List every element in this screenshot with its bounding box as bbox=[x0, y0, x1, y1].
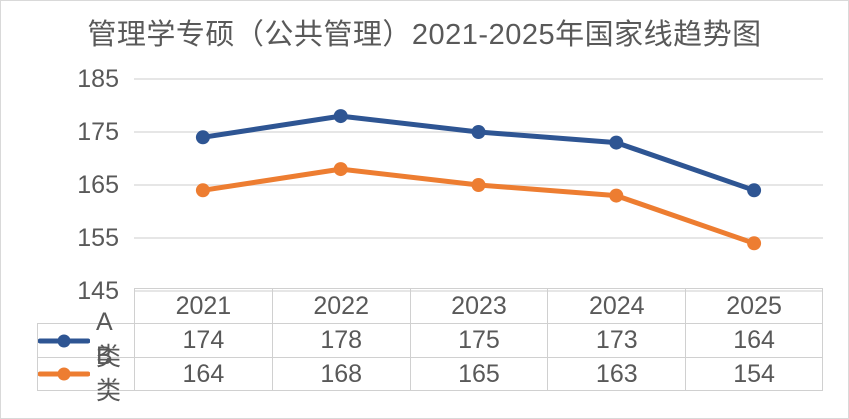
chart-title: 管理学专硕（公共管理）2021-2025年国家线趋势图 bbox=[87, 19, 762, 51]
table-value-cell: 178 bbox=[271, 323, 410, 357]
y-axis-tick-label: 165 bbox=[77, 171, 119, 199]
table-value-cell: 174 bbox=[134, 323, 272, 357]
table-header-cell: 2024 bbox=[547, 288, 686, 323]
table-header-cell: 2025 bbox=[685, 288, 823, 323]
table-value-cell: 165 bbox=[409, 357, 548, 391]
y-axis-tick-label: 175 bbox=[77, 118, 119, 146]
table-value-cell: 164 bbox=[685, 323, 823, 357]
data-point-marker bbox=[195, 130, 210, 145]
data-point-marker bbox=[471, 125, 486, 139]
table-header-cell: 2023 bbox=[409, 288, 548, 323]
data-point-marker bbox=[747, 183, 762, 198]
data-point-marker bbox=[747, 236, 762, 251]
y-axis-tick-label: 145 bbox=[77, 277, 119, 305]
table-value-cell: 175 bbox=[409, 323, 548, 357]
y-axis-tick-label: 155 bbox=[77, 224, 119, 252]
data-point-marker bbox=[609, 188, 624, 203]
data-point-marker bbox=[195, 183, 210, 198]
table-value-cell: 168 bbox=[271, 357, 410, 391]
data-point-marker bbox=[333, 109, 348, 124]
y-axis-tick-label: 185 bbox=[77, 65, 119, 93]
legend-key-marker bbox=[57, 334, 71, 347]
legend-key-icon bbox=[38, 334, 90, 347]
data-point-marker bbox=[471, 178, 486, 192]
data-point-marker bbox=[609, 135, 624, 150]
table-header-cell: 2022 bbox=[271, 288, 410, 323]
table-value-cell: 163 bbox=[547, 357, 686, 391]
legend-label: B类 bbox=[96, 341, 122, 405]
legend-item: A类 bbox=[37, 308, 134, 371]
legend-key-marker bbox=[57, 367, 71, 381]
table-header-cell: 2021 bbox=[134, 288, 272, 323]
table-value-cell: 154 bbox=[685, 357, 823, 391]
legend-key-icon bbox=[38, 367, 90, 381]
table-value-cell: 173 bbox=[547, 323, 686, 357]
legend-item: B类 bbox=[37, 342, 134, 405]
table-value-cell: 164 bbox=[134, 357, 272, 391]
data-point-marker bbox=[333, 162, 348, 177]
